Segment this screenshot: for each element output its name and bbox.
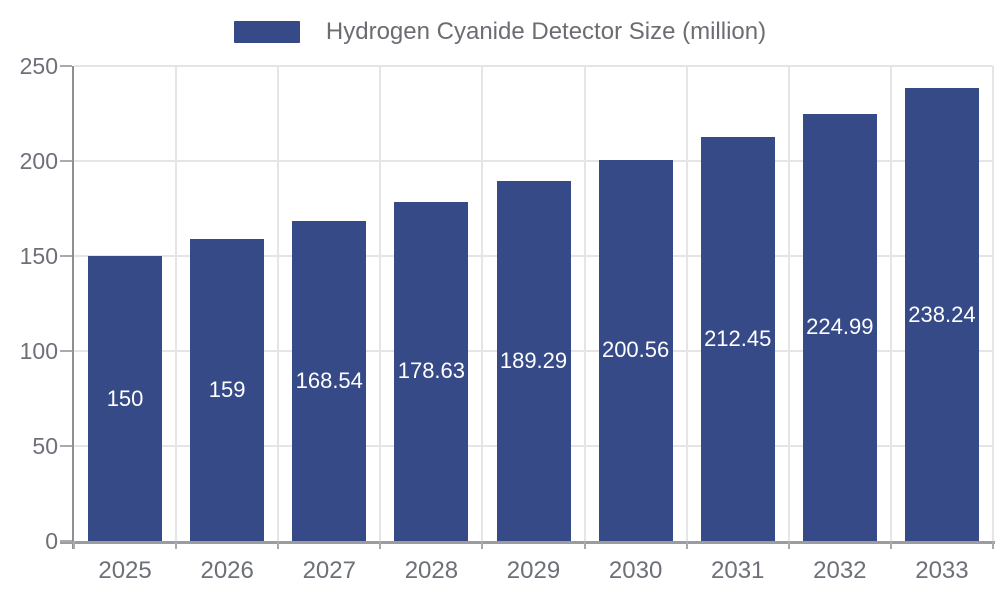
bar-value-label: 238.24 xyxy=(908,301,976,327)
bar-2025[interactable]: 150 xyxy=(88,256,163,541)
legend-label: Hydrogen Cyanide Detector Size (million) xyxy=(325,18,767,45)
v-gridline xyxy=(992,66,994,541)
v-gridline xyxy=(481,66,484,541)
x-axis-label: 2026 xyxy=(200,557,254,584)
legend-swatch xyxy=(233,21,300,43)
bar-value-label: 168.54 xyxy=(295,367,363,393)
plot-area: 150 159 168.54 178.63 189.29 200.56 212.45 224.… xyxy=(60,65,995,549)
y-axis-label: 0 xyxy=(45,528,58,554)
x-axis-tick xyxy=(992,541,994,549)
legend-item[interactable]: Hydrogen Cyanide Detector Size (million) xyxy=(0,18,1000,46)
x-axis-label: 2033 xyxy=(915,557,969,584)
v-gridline xyxy=(379,66,382,541)
x-axis-tick xyxy=(685,541,688,549)
h-gridline xyxy=(74,65,993,67)
x-axis-tick xyxy=(73,541,75,549)
bar-2032[interactable]: 224.99 xyxy=(802,113,877,541)
v-gridline xyxy=(685,66,688,541)
y-axis-label: 150 xyxy=(19,243,58,269)
bar-2031[interactable]: 212.45 xyxy=(700,137,775,541)
x-axis-tick xyxy=(175,541,178,549)
y-axis-tick xyxy=(60,445,72,447)
bar-value-label: 159 xyxy=(208,376,246,402)
bar-value-label: 150 xyxy=(106,385,144,411)
bar-2029[interactable]: 189.29 xyxy=(496,181,571,541)
h-gridline xyxy=(74,160,993,162)
bar-2033[interactable]: 238.24 xyxy=(904,88,979,541)
x-axis-tick xyxy=(889,541,892,549)
bar-2030[interactable]: 200.56 xyxy=(598,159,673,541)
bar-value-label: 212.45 xyxy=(704,326,772,352)
bar-2026[interactable]: 159 xyxy=(190,238,265,541)
x-axis-tick xyxy=(277,541,280,549)
y-axis-label: 250 xyxy=(19,53,58,79)
x-axis-line xyxy=(60,541,995,544)
v-gridline xyxy=(175,66,178,541)
v-gridline xyxy=(583,66,586,541)
y-axis-tick xyxy=(60,160,72,162)
x-axis-label: 2027 xyxy=(302,557,356,584)
bar-2028[interactable]: 178.63 xyxy=(394,201,469,541)
v-gridline xyxy=(889,66,892,541)
bar-value-label: 189.29 xyxy=(499,348,568,374)
x-axis-label: 2032 xyxy=(813,557,867,584)
x-axis-label: 2029 xyxy=(506,557,561,584)
y-axis-label: 200 xyxy=(19,148,58,174)
y-axis-tick xyxy=(60,65,72,67)
x-axis-tick xyxy=(583,541,586,549)
y-axis-tick xyxy=(60,255,72,257)
y-axis-tick xyxy=(60,540,72,542)
x-axis-label: 2030 xyxy=(608,557,663,584)
x-axis-label: 2031 xyxy=(711,557,765,584)
x-axis-tick xyxy=(481,541,484,549)
bar-value-label: 178.63 xyxy=(397,358,466,384)
v-gridline xyxy=(787,66,790,541)
y-axis-label: 100 xyxy=(19,338,58,364)
v-gridline xyxy=(277,66,280,541)
y-axis-line xyxy=(72,66,74,549)
x-axis-tick xyxy=(379,541,382,549)
x-axis-label: 2028 xyxy=(404,557,459,584)
bar-value-label: 224.99 xyxy=(806,314,874,340)
bar-2027[interactable]: 168.54 xyxy=(292,220,367,541)
x-axis-tick xyxy=(787,541,790,549)
x-axis-label: 2025 xyxy=(98,557,152,584)
y-axis-tick xyxy=(60,350,72,352)
bar-value-label: 200.56 xyxy=(601,337,670,363)
y-axis-label: 50 xyxy=(32,433,58,459)
